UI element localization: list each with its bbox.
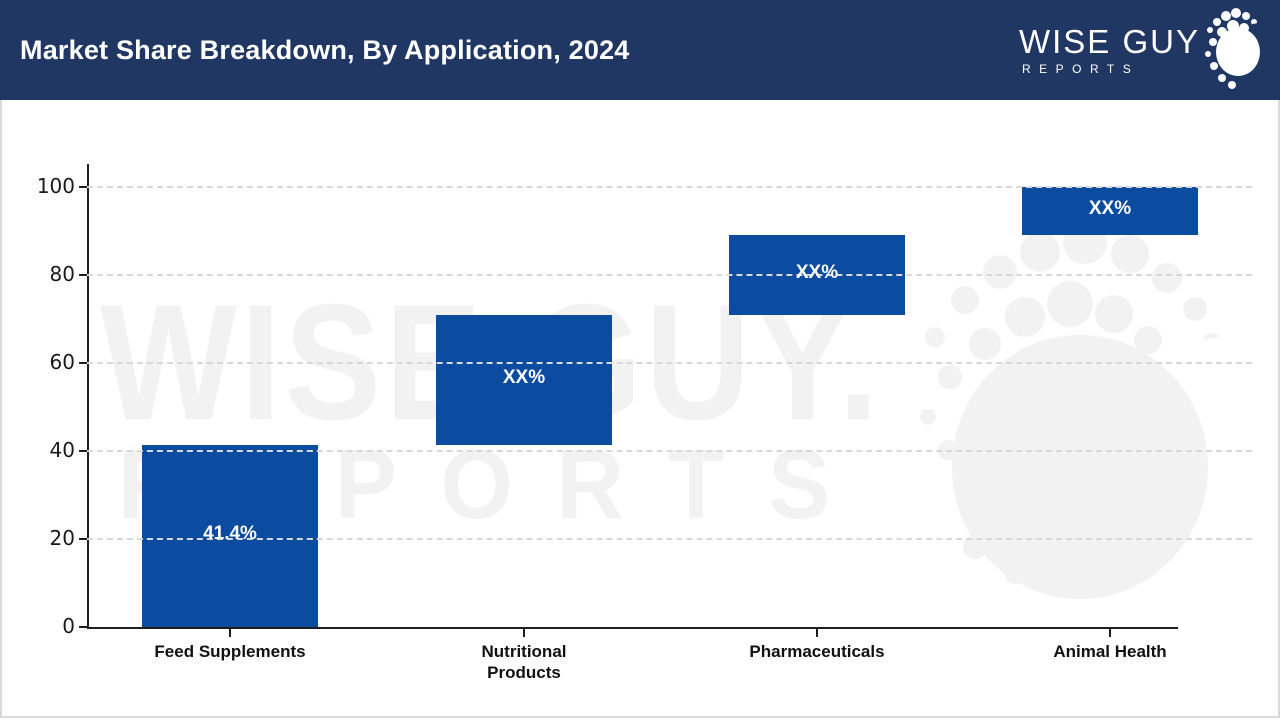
y-axis-tick-label: 80	[49, 262, 75, 286]
x-axis-category-label-feed-supplements: Feed Supplements	[154, 642, 306, 661]
x-axis-category-label-animal-health: Animal Health	[1053, 642, 1167, 661]
gridline-20	[87, 538, 1252, 540]
y-axis-tick-label: 0	[62, 614, 75, 638]
y-axis-tick	[79, 274, 87, 276]
bar-value-label-pharmaceuticals: XX%	[795, 262, 839, 283]
y-axis-tick	[79, 186, 87, 188]
page-border-right	[1278, 100, 1280, 718]
y-axis-tick-label: 40	[49, 438, 75, 462]
x-axis-tick	[523, 629, 525, 637]
gridline-100	[87, 186, 1252, 188]
y-axis-tick	[79, 450, 87, 452]
logo-line2: REPORTS	[1021, 61, 1140, 76]
wiseguy-logo: WISE GUY REPORTS	[1019, 8, 1266, 92]
y-axis-tick-label: 20	[49, 526, 75, 550]
x-axis-tick	[229, 629, 231, 637]
bar-value-label-feed-supplements: 41.4%	[203, 522, 257, 544]
report-header: Market Share Breakdown, By Application, …	[0, 0, 1280, 100]
logo-text: WISE GUY REPORTS	[1019, 25, 1200, 76]
gridline-60	[87, 362, 1252, 364]
bar-nutritional-products	[436, 314, 612, 445]
logo-line1: WISE GUY	[1018, 22, 1200, 60]
page-border-left	[0, 100, 2, 718]
y-axis-tick	[79, 538, 87, 540]
gridline-40	[87, 450, 1252, 452]
x-axis-tick	[1109, 629, 1111, 637]
logo-head-icon	[1205, 8, 1266, 89]
x-axis-category-label-pharmaceuticals: Pharmaceuticals	[749, 642, 885, 661]
x-axis-tick	[816, 629, 818, 637]
gridline-80	[87, 274, 1252, 276]
bar-value-label-nutritional-products: XX%	[502, 366, 546, 388]
page-border-bottom	[0, 716, 1280, 718]
chart-title: Market Share Breakdown, By Application, …	[20, 34, 630, 65]
watermark-head-icon	[920, 220, 1250, 599]
y-axis-line	[87, 164, 89, 629]
x-axis-category-label-nutritional-products: Nutritional Products	[481, 642, 567, 683]
bar-value-label-animal-health: XX%	[1088, 198, 1132, 220]
x-axis-line	[87, 627, 1178, 629]
y-axis-tick-label: 60	[49, 350, 75, 374]
y-axis-tick-label: 100	[36, 174, 75, 198]
bar-feed-supplements	[142, 444, 318, 627]
bar-animal-health	[1022, 187, 1198, 236]
y-axis-tick	[79, 626, 87, 628]
y-axis-tick	[79, 362, 87, 364]
